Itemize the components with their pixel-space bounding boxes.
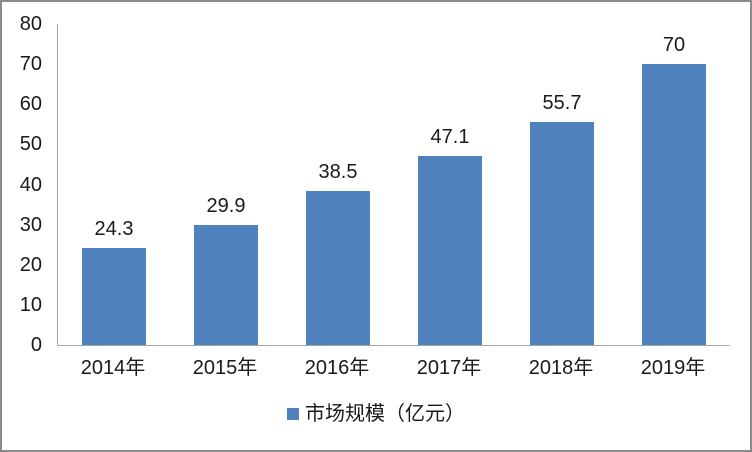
y-axis-tick-label: 70	[19, 53, 42, 76]
bar-value-label: 29.9	[206, 195, 246, 218]
legend: 市场规模（亿元）	[2, 402, 750, 426]
bar	[306, 190, 370, 345]
x-axis-tick-label: 2014年	[80, 357, 146, 379]
bar	[82, 247, 146, 345]
bar	[530, 121, 594, 345]
y-axis-tick-label: 40	[19, 173, 42, 196]
bar-category: 38.5	[282, 24, 394, 345]
x-axis-tick-label: 2017年	[416, 357, 482, 379]
y-axis-tick-label: 50	[19, 133, 42, 156]
bar-category: 29.9	[170, 24, 282, 345]
bar	[642, 64, 706, 345]
y-axis-tick-label: 60	[19, 93, 42, 116]
x-axis-tick-label: 2016年	[304, 357, 370, 379]
bar-category: 70	[618, 24, 730, 345]
legend-series-label: 市场规模（亿元）	[305, 403, 465, 425]
bar-category: 55.7	[506, 24, 618, 345]
y-axis-tick-label: 80	[19, 13, 42, 35]
bar	[194, 225, 258, 345]
bar-value-label: 70	[662, 34, 686, 57]
plot-area: 24.3 29.9 38.5 47.1 55.7 70	[57, 24, 730, 346]
x-axis-tick-label: 2018年	[528, 357, 594, 379]
bar-value-label: 55.7	[542, 91, 582, 114]
y-axis-tick-label: 0	[30, 334, 42, 356]
bar	[418, 156, 482, 345]
bar-value-label: 47.1	[430, 126, 470, 149]
bar-value-label: 24.3	[94, 217, 134, 240]
x-axis-tick-label: 2015年	[192, 357, 258, 379]
bar-category: 24.3	[58, 24, 170, 345]
y-axis-tick-label: 10	[19, 293, 42, 316]
bar-value-label: 38.5	[318, 160, 358, 183]
y-axis-tick-label: 30	[19, 213, 42, 236]
y-axis-tick-label: 20	[19, 253, 42, 276]
legend-marker-swatch	[287, 408, 299, 420]
bar-category: 47.1	[394, 24, 506, 345]
x-axis-tick-label: 2019年	[640, 357, 706, 379]
